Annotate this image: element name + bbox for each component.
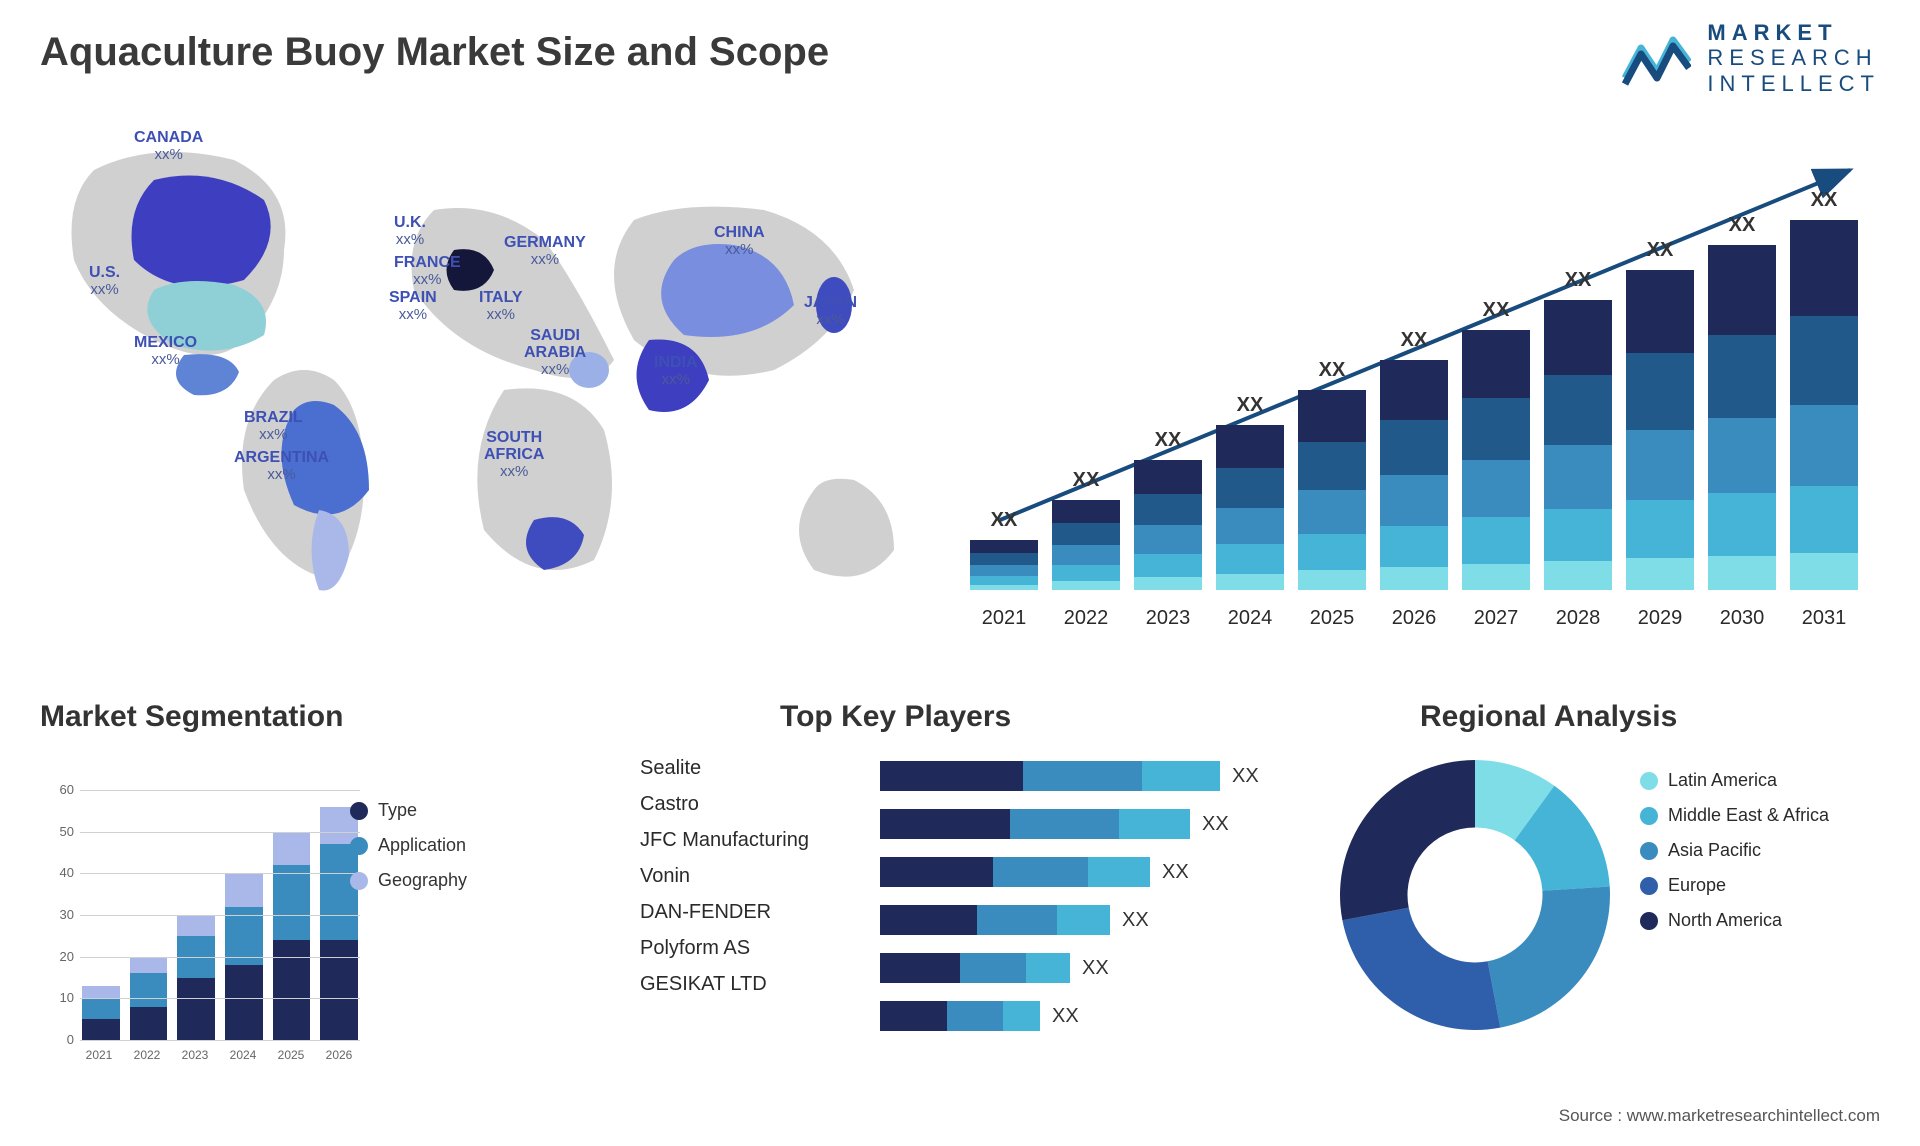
segmentation-bar <box>82 986 120 1040</box>
page-title: Aquaculture Buoy Market Size and Scope <box>40 30 829 75</box>
main-chart-year-label: 2029 <box>1626 607 1694 630</box>
brand-logo: MARKET RESEARCH INTELLECT <box>1621 20 1880 96</box>
map-label: SAUDIARABIAxx% <box>524 328 586 378</box>
player-name: GESIKAT LTD <box>640 966 860 1002</box>
player-bar: XX <box>880 952 1300 984</box>
map-label: JAPANxx% <box>804 295 857 329</box>
main-chart-bar: XX <box>1790 189 1858 590</box>
player-name: Vonin <box>640 858 860 894</box>
segmentation-bar <box>177 915 215 1040</box>
map-label: BRAZILxx% <box>244 410 303 444</box>
map-label: ITALYxx% <box>479 290 523 324</box>
main-chart-year-label: 2030 <box>1708 607 1776 630</box>
main-chart-bar: XX <box>970 509 1038 590</box>
player-bar: XX <box>880 856 1300 888</box>
main-chart-bar: XX <box>1380 329 1448 590</box>
player-bar: XX <box>880 1000 1300 1032</box>
players-bar-chart: XX XX XX XX XX XX <box>880 760 1300 1048</box>
player-bar: XX <box>880 904 1300 936</box>
donut-slice <box>1342 908 1500 1030</box>
main-chart-year-label: 2023 <box>1134 607 1202 630</box>
player-bar: XX <box>880 760 1300 792</box>
main-chart-year-label: 2021 <box>970 607 1038 630</box>
legend-item: Geography <box>350 870 467 891</box>
map-label: SPAINxx% <box>389 290 437 324</box>
segmentation-bar <box>273 832 311 1040</box>
main-chart-year-label: 2024 <box>1216 607 1284 630</box>
players-list: SealiteCastroJFC ManufacturingVoninDAN-F… <box>640 750 860 1002</box>
legend-item: Type <box>350 800 467 821</box>
main-chart-year-label: 2025 <box>1298 607 1366 630</box>
player-name: JFC Manufacturing <box>640 822 860 858</box>
map-label: SOUTHAFRICAxx% <box>484 430 544 480</box>
main-chart-year-label: 2027 <box>1462 607 1530 630</box>
player-bar: XX <box>880 808 1300 840</box>
map-label: INDIAxx% <box>654 355 698 389</box>
main-chart-bar: XX <box>1462 299 1530 590</box>
map-label: U.K.xx% <box>394 215 426 249</box>
legend-item: Middle East & Africa <box>1640 805 1829 826</box>
donut-chart <box>1330 750 1620 1040</box>
brand-text: MARKET RESEARCH INTELLECT <box>1707 20 1880 96</box>
legend-item: North America <box>1640 910 1829 931</box>
main-chart-year-label: 2022 <box>1052 607 1120 630</box>
segmentation-chart: 0102030405060 202120222023202420252026 <box>40 750 380 1070</box>
legend-item: Application <box>350 835 467 856</box>
main-chart-bar: XX <box>1216 394 1284 590</box>
map-label: CANADAxx% <box>134 130 203 164</box>
donut-slice <box>1488 887 1610 1028</box>
main-chart-year-label: 2031 <box>1790 607 1858 630</box>
segmentation-title: Market Segmentation <box>40 700 343 734</box>
main-chart-bar: XX <box>1544 269 1612 590</box>
players-title: Top Key Players <box>780 700 1011 734</box>
legend-item: Asia Pacific <box>1640 840 1829 861</box>
main-chart-bar: XX <box>1134 429 1202 590</box>
player-name: Polyform AS <box>640 930 860 966</box>
world-map-svg <box>34 110 934 670</box>
map-label: FRANCExx% <box>394 255 461 289</box>
map-label: GERMANYxx% <box>504 235 586 269</box>
donut-legend: Latin America Middle East & Africa Asia Pa… <box>1640 770 1829 945</box>
source-text: Source : www.marketresearchintellect.com <box>1559 1106 1880 1126</box>
donut-slice <box>1340 760 1475 920</box>
player-name: Castro <box>640 786 860 822</box>
legend-item: Latin America <box>1640 770 1829 791</box>
brand-icon <box>1621 28 1691 88</box>
world-map: CANADAxx% U.S.xx% MEXICOxx% BRAZILxx% ARGENT… <box>34 110 934 670</box>
main-chart: XXXXXXXXXXXXXXXXXXXXXX 20212022202320242… <box>970 150 1880 630</box>
map-label: MEXICOxx% <box>134 335 197 369</box>
player-name: Sealite <box>640 750 860 786</box>
map-label: ARGENTINAxx% <box>234 450 329 484</box>
main-chart-bar: XX <box>1052 469 1120 590</box>
map-label: CHINAxx% <box>714 225 765 259</box>
regional-title: Regional Analysis <box>1420 700 1677 734</box>
player-name: DAN-FENDER <box>640 894 860 930</box>
legend-item: Europe <box>1640 875 1829 896</box>
map-label: U.S.xx% <box>89 265 120 299</box>
main-chart-bar: XX <box>1626 239 1694 590</box>
segmentation-legend: Type Application Geography <box>350 800 467 905</box>
main-chart-bar: XX <box>1298 359 1366 590</box>
main-chart-bar: XX <box>1708 214 1776 590</box>
main-chart-year-label: 2028 <box>1544 607 1612 630</box>
main-chart-year-label: 2026 <box>1380 607 1448 630</box>
